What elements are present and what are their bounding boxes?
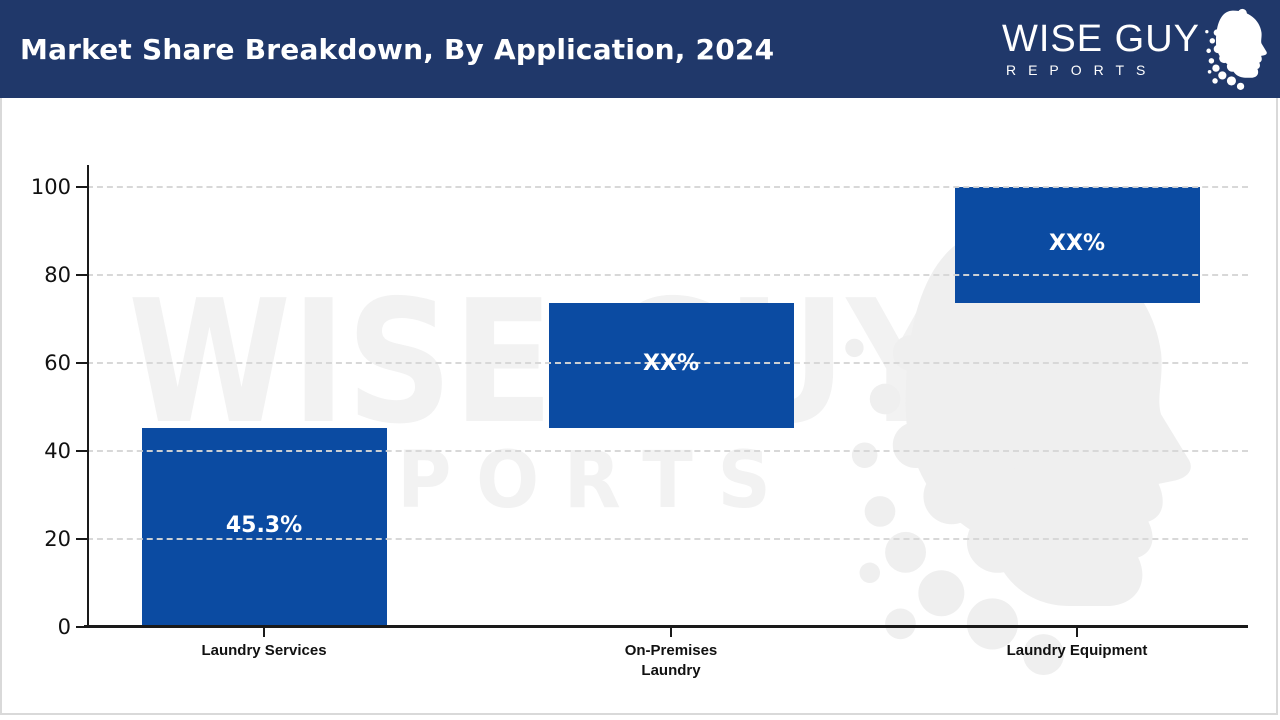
- y-gridline: [87, 274, 1248, 276]
- bar: [141, 427, 387, 627]
- y-tick-label: 100: [30, 175, 71, 199]
- y-tick: [76, 450, 87, 452]
- brand-wordmark: WISE GUY: [1001, 18, 1200, 60]
- bar: [954, 187, 1200, 304]
- x-category-label: Laundry Equipment: [957, 641, 1197, 661]
- plot-area: 0 20 40 60 80 100 45.3% XX% XX% Laundry Services O…: [31, 165, 1248, 679]
- x-category-label-line: Laundry Services: [201, 642, 327, 659]
- brand-logo-text: WISE GUY REPORTS: [1002, 20, 1200, 78]
- y-tick-label: 40: [44, 439, 71, 463]
- y-gridline: [87, 186, 1248, 188]
- brand-face-icon: [1204, 8, 1268, 90]
- y-tick-label: 0: [57, 615, 71, 639]
- x-tick: [263, 628, 265, 637]
- x-category-label-line: Laundry Equipment: [1006, 642, 1148, 659]
- x-category-label: Laundry Services: [144, 641, 384, 661]
- bar-value-label: XX%: [643, 351, 699, 377]
- bar-value-label: XX%: [1049, 231, 1105, 257]
- x-tick: [670, 628, 672, 637]
- y-tick: [76, 274, 87, 276]
- brand-logo: WISE GUY REPORTS: [1002, 6, 1268, 92]
- y-tick: [76, 362, 87, 364]
- x-category-label-line: On-Premises: [624, 642, 718, 659]
- y-axis-line: [87, 165, 89, 627]
- y-tick: [76, 186, 87, 188]
- header-bar: Market Share Breakdown, By Application, …: [0, 0, 1280, 98]
- x-tick: [1076, 628, 1078, 637]
- x-category-label: On-Premises Laundry: [551, 641, 791, 681]
- y-tick: [76, 538, 87, 540]
- y-tick-label: 80: [44, 263, 71, 287]
- y-tick: [76, 626, 87, 628]
- y-tick-label: 20: [44, 527, 71, 551]
- y-tick-label: 60: [44, 351, 71, 375]
- page-title: Market Share Breakdown, By Application, …: [20, 32, 775, 66]
- bar: [548, 303, 794, 428]
- x-axis-line: [84, 625, 1248, 628]
- bar-value-label: 45.3%: [225, 513, 303, 539]
- y-gridline: [87, 538, 1248, 540]
- y-gridline: [87, 450, 1248, 452]
- y-gridline: [87, 362, 1248, 364]
- brand-subtext: REPORTS: [1005, 62, 1158, 78]
- x-category-label-line: Laundry: [641, 662, 701, 679]
